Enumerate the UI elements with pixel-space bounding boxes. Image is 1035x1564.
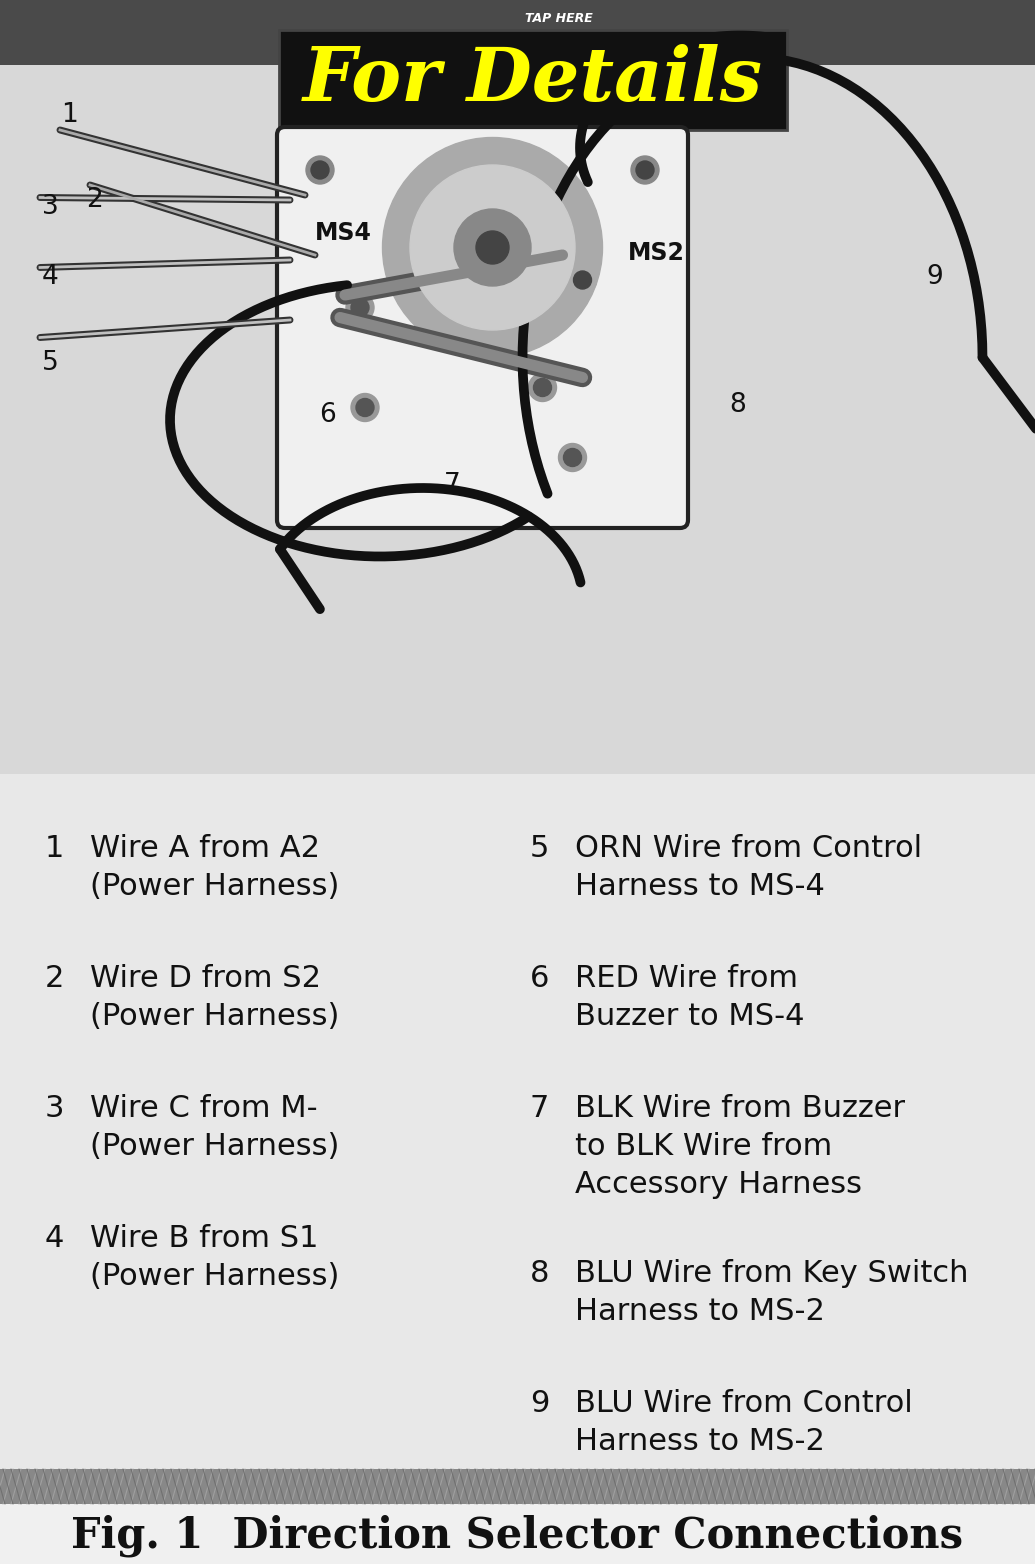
Text: MS2: MS2 (627, 241, 684, 264)
Circle shape (635, 161, 654, 178)
Text: 4: 4 (41, 264, 58, 291)
Circle shape (454, 210, 531, 286)
Text: 3: 3 (45, 1093, 64, 1123)
Circle shape (414, 256, 432, 274)
Circle shape (573, 271, 591, 289)
Circle shape (351, 299, 369, 316)
Circle shape (559, 444, 587, 471)
Text: 7: 7 (530, 1093, 550, 1123)
Circle shape (499, 221, 527, 249)
Text: 4: 4 (45, 1225, 64, 1253)
Bar (0, 0, 1035, 66)
Circle shape (306, 156, 334, 185)
Circle shape (410, 164, 575, 330)
Text: Wire C from M-
(Power Harness): Wire C from M- (Power Harness) (90, 1093, 339, 1160)
Text: For Details: For Details (303, 44, 763, 116)
Text: 2: 2 (45, 963, 64, 993)
Text: 5: 5 (530, 834, 550, 863)
Circle shape (503, 227, 522, 244)
Circle shape (310, 161, 329, 178)
Text: 1: 1 (62, 102, 79, 128)
Circle shape (533, 378, 552, 397)
Circle shape (346, 294, 374, 322)
Text: Fig. 1  Direction Selector Connections: Fig. 1 Direction Selector Connections (71, 1516, 964, 1558)
Text: 5: 5 (41, 349, 58, 375)
Bar (0, 1469, 1035, 1505)
Text: 9: 9 (926, 264, 943, 291)
Circle shape (356, 399, 374, 416)
Circle shape (631, 156, 659, 185)
Text: 8: 8 (530, 1259, 550, 1289)
Text: 6: 6 (530, 963, 550, 993)
Bar (0, 774, 1035, 1469)
Text: 8: 8 (729, 393, 746, 418)
Text: 2: 2 (87, 188, 104, 213)
Text: Wire B from S1
(Power Harness): Wire B from S1 (Power Harness) (90, 1225, 339, 1292)
Text: 9: 9 (530, 1389, 550, 1419)
Text: 7: 7 (444, 472, 461, 497)
Text: Wire D from S2
(Power Harness): Wire D from S2 (Power Harness) (90, 963, 339, 1031)
Text: BLU Wire from Key Switch
Harness to MS-2: BLU Wire from Key Switch Harness to MS-2 (575, 1259, 969, 1326)
Text: MS4: MS4 (315, 221, 372, 246)
Bar (0, 1505, 1035, 1564)
Text: 1: 1 (45, 834, 64, 863)
Text: 6: 6 (319, 402, 336, 429)
Circle shape (529, 374, 557, 402)
Text: TAP HERE: TAP HERE (525, 11, 593, 25)
Circle shape (383, 138, 602, 358)
Circle shape (351, 394, 379, 422)
Text: Wire A from A2
(Power Harness): Wire A from A2 (Power Harness) (90, 834, 339, 901)
Circle shape (568, 266, 596, 294)
Circle shape (409, 250, 437, 278)
Circle shape (476, 231, 509, 264)
Text: ORN Wire from Control
Harness to MS-4: ORN Wire from Control Harness to MS-4 (575, 834, 922, 901)
Text: BLK Wire from Buzzer
to BLK Wire from
Accessory Harness: BLK Wire from Buzzer to BLK Wire from Ac… (575, 1093, 906, 1200)
Text: 3: 3 (41, 194, 58, 221)
Circle shape (563, 449, 582, 466)
Bar (279, 30, 787, 130)
Bar (0, 66, 1035, 774)
Text: RED Wire from
Buzzer to MS-4: RED Wire from Buzzer to MS-4 (575, 963, 804, 1031)
Text: BLU Wire from Control
Harness to MS-2: BLU Wire from Control Harness to MS-2 (575, 1389, 913, 1456)
FancyBboxPatch shape (277, 127, 688, 529)
